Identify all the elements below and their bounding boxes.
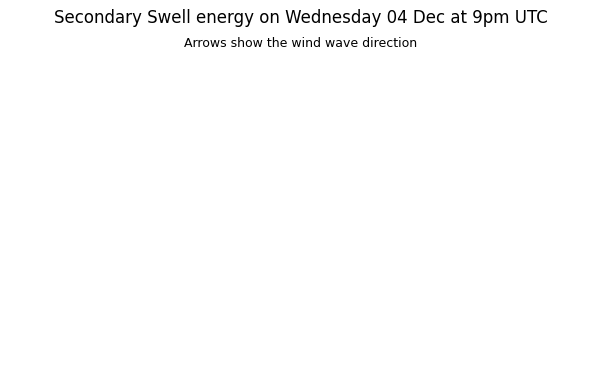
Text: Secondary Swell energy on Wednesday 04 Dec at 9pm UTC: Secondary Swell energy on Wednesday 04 D…	[53, 9, 548, 27]
Text: Arrows show the wind wave direction: Arrows show the wind wave direction	[184, 37, 417, 50]
Text: Cartopy required for map rendering: Cartopy required for map rendering	[176, 213, 425, 228]
